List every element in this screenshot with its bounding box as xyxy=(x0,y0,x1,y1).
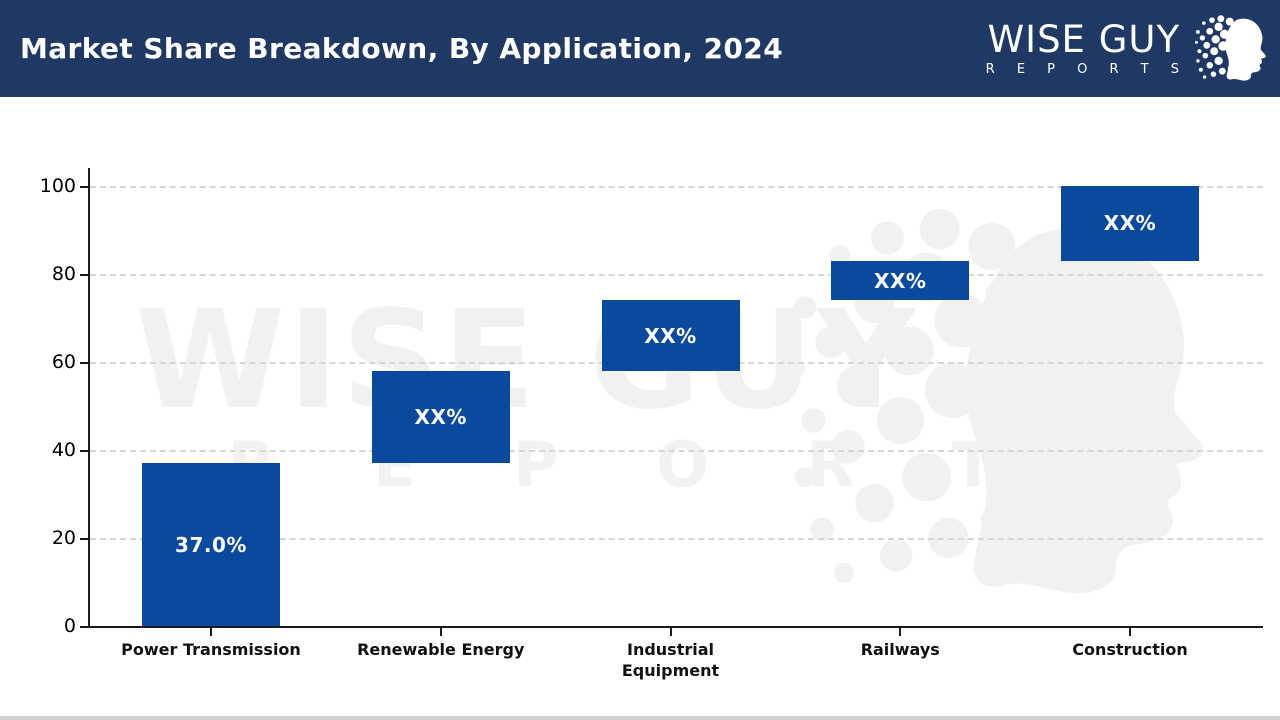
x-tick-0 xyxy=(210,628,212,636)
gridline-40 xyxy=(90,450,1263,452)
x-tick-2 xyxy=(669,628,672,636)
x-category-label: Renewable Energy xyxy=(326,640,556,661)
y-tick-60 xyxy=(80,362,88,364)
y-tick-40 xyxy=(80,450,88,452)
x-tick-1 xyxy=(439,628,442,636)
logo-subtitle: R E P O R T S xyxy=(985,62,1188,78)
gridline-20 xyxy=(90,538,1263,540)
x-category-line: Industrial xyxy=(626,640,714,659)
y-tick-label-100: 100 xyxy=(39,175,76,197)
x-category-line: Renewable Energy xyxy=(357,640,525,659)
bar-railways: XX% xyxy=(831,260,970,301)
y-axis xyxy=(88,168,90,628)
x-category-line: Construction xyxy=(1072,640,1188,659)
bar-industrial-equipment: XX% xyxy=(601,300,740,371)
x-category-line: Equipment xyxy=(621,660,720,680)
logo-dotted-head-icon xyxy=(1192,8,1266,90)
y-tick-0 xyxy=(80,626,88,628)
logo-wordmark: WISE GUY xyxy=(987,17,1181,61)
bar-value-label: XX% xyxy=(644,323,697,348)
x-tick-4 xyxy=(1129,628,1131,636)
bar-construction: XX% xyxy=(1061,186,1199,261)
gridline-80 xyxy=(90,274,1263,276)
x-category-label: Power Transmission xyxy=(96,640,326,661)
y-tick-label-60: 60 xyxy=(51,351,76,373)
bar-value-label: XX% xyxy=(1103,211,1157,236)
y-tick-100 xyxy=(80,186,88,188)
y-tick-label-40: 40 xyxy=(51,439,76,461)
x-axis xyxy=(88,626,1263,628)
bottom-divider xyxy=(0,716,1280,720)
bar-value-label: XX% xyxy=(874,268,927,293)
x-category-label: Industrial Equipment xyxy=(556,640,786,682)
logo-text: WISE GUY R E P O R T S xyxy=(980,17,1188,78)
bar-renewable-energy: XX% xyxy=(371,370,510,464)
x-category-line: Railways xyxy=(860,640,940,659)
x-category-label: Construction xyxy=(1015,640,1245,661)
y-tick-20 xyxy=(80,538,88,540)
bar-power-transmission: 37.0% xyxy=(142,463,280,626)
gridline-100 xyxy=(90,186,1263,188)
x-tick-3 xyxy=(899,628,902,636)
chart-title: Market Share Breakdown, By Application, … xyxy=(20,32,784,65)
header-band: Market Share Breakdown, By Application, … xyxy=(0,0,1280,97)
y-tick-label-0: 0 xyxy=(63,615,76,637)
wise-guy-reports-logo: WISE GUY R E P O R T S xyxy=(980,8,1266,90)
bar-value-label: 37.0% xyxy=(175,532,247,557)
y-tick-80 xyxy=(80,274,88,276)
x-category-line: Power Transmission xyxy=(121,640,301,659)
x-category-label: Railways xyxy=(785,640,1015,661)
y-tick-label-80: 80 xyxy=(51,263,76,285)
y-tick-label-20: 20 xyxy=(51,527,76,549)
bar-value-label: XX% xyxy=(414,404,467,429)
